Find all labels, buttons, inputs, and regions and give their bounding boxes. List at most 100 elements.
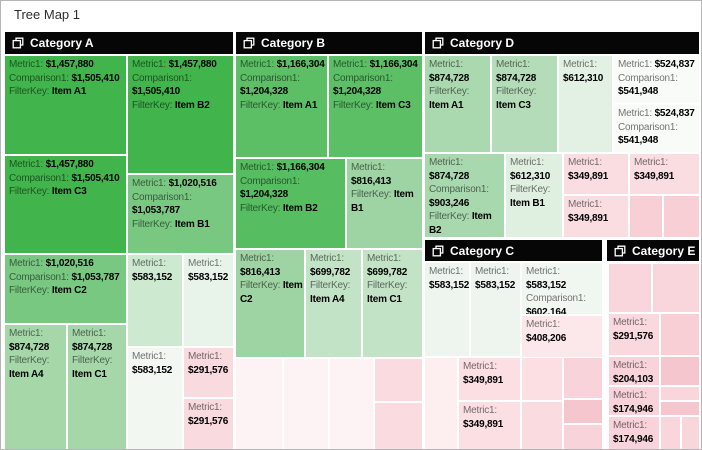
- cell-c-unlabeled[interactable]: [522, 402, 562, 449]
- cell-b-unlabeled[interactable]: [375, 403, 422, 449]
- cell-b-item-a4[interactable]: Metric1: $699,782 FilterKey: Item A4: [306, 250, 361, 357]
- cell-c-unlabeled[interactable]: [564, 425, 602, 449]
- category-header-b[interactable]: Category B: [236, 32, 422, 54]
- cell-d-unlabeled[interactable]: [664, 196, 699, 237]
- cell-d-unlabeled[interactable]: Metric1: $524,837 Comparison1: $541,948: [614, 105, 699, 152]
- field-label: Metric1:: [367, 253, 401, 264]
- category-header-a[interactable]: Category A: [5, 32, 233, 54]
- cell-a-unlabeled[interactable]: Metric1: $291,576: [184, 348, 233, 397]
- cell-c-unlabeled[interactable]: [425, 358, 457, 449]
- field-value: $874,728: [429, 170, 470, 182]
- cell-a-item-c1[interactable]: Metric1: $874,728 FilterKey: Item C1: [68, 325, 126, 449]
- cell-d-item-a1[interactable]: Metric1: $874,728 FilterKey: Item A1: [425, 56, 490, 152]
- cell-e-unlabeled[interactable]: Metric1: $174,946: [609, 387, 659, 415]
- field-label: Metric1:: [240, 59, 274, 70]
- field-label: Comparison1:: [429, 184, 489, 195]
- field-label: FilterKey:: [240, 202, 281, 214]
- cell-c-unlabeled[interactable]: Metric1: $349,891: [459, 358, 520, 400]
- cell-b-item-b1[interactable]: Metric1: $816,413 FilterKey: Item B1: [347, 159, 422, 248]
- cell-a-item-a4[interactable]: Metric1: $874,728 FilterKey: Item A4: [5, 325, 66, 449]
- cell-b-item-c1[interactable]: Metric1: $699,782 FilterKey: Item C1: [363, 250, 422, 357]
- metric1-field: Metric1: $349,891: [463, 360, 519, 387]
- cell-d-item-c3[interactable]: Metric1: $874,728 FilterKey: Item C3: [492, 56, 557, 152]
- filterkey-field: FilterKey: Item B2: [429, 210, 503, 237]
- metric1-field: Metric1: $291,576: [613, 316, 658, 343]
- field-label: Metric1:: [613, 317, 647, 328]
- metric1-field: Metric1: $349,891: [568, 156, 627, 183]
- cell-d-unlabeled[interactable]: Metric1: $349,891: [564, 154, 628, 194]
- cell-b-item-c3[interactable]: Metric1: $1,166,304 Comparison1: $1,204,…: [329, 56, 422, 157]
- cell-e-unlabeled[interactable]: [661, 402, 699, 415]
- field-value: $349,891: [568, 170, 609, 182]
- field-value: $699,782: [310, 266, 351, 278]
- field-label: FilterKey:: [132, 218, 173, 230]
- field-label: Metric1:: [9, 59, 43, 70]
- cell-c-unlabeled[interactable]: [522, 358, 562, 400]
- cell-b-unlabeled[interactable]: [375, 359, 422, 401]
- field-label: Comparison1:: [333, 72, 393, 84]
- cell-b-unlabeled[interactable]: [330, 359, 373, 449]
- field-label: Metric1:: [613, 420, 647, 431]
- cell-e-unlabeled[interactable]: [609, 264, 651, 312]
- category-header-d[interactable]: Category D: [425, 32, 699, 54]
- metric1-field: Metric1: $612,310: [563, 58, 611, 85]
- cell-e-unlabeled[interactable]: [661, 387, 699, 400]
- cell-a-unlabeled[interactable]: Metric1: $583,152: [184, 255, 233, 346]
- cell-d-item-b2[interactable]: Metric1: $874,728 Comparison1: $903,246 …: [425, 154, 504, 237]
- cell-b-item-c2[interactable]: Metric1: $816,413 FilterKey: Item C2: [236, 250, 304, 357]
- cell-c-unlabeled[interactable]: [564, 400, 602, 423]
- field-value: $1,204,328: [240, 86, 289, 97]
- cell-d-item-b1[interactable]: Metric1: $612,310 FilterKey: Item B1: [506, 154, 562, 237]
- cell-a-unlabeled[interactable]: Metric1: $291,576: [184, 399, 233, 449]
- metric1-field: Metric1: $1,020,516: [9, 257, 125, 271]
- cell-b-unlabeled[interactable]: [236, 359, 282, 449]
- cell-d-unlabeled[interactable]: Metric1: $524,837 Comparison1: $541,948: [614, 56, 699, 103]
- field-value: $1,053,787: [71, 271, 120, 283]
- cell-a-unlabeled[interactable]: Metric1: $583,152: [128, 348, 182, 449]
- cell-c-unlabeled[interactable]: Metric1: $349,891: [459, 402, 520, 449]
- metric1-field: Metric1: $583,152: [429, 265, 469, 292]
- cell-b-unlabeled[interactable]: [284, 359, 328, 449]
- field-value: Item C3: [51, 186, 87, 197]
- cell-c-unlabeled[interactable]: Metric1: $583,152 Comparison1: $602,164: [522, 263, 602, 314]
- field-label: Metric1:: [351, 162, 385, 173]
- cell-e-unlabeled[interactable]: [682, 417, 699, 449]
- field-label: Metric1:: [188, 258, 222, 269]
- cell-a-item-a1[interactable]: Metric1: $1,457,880 Comparison1: $1,505,…: [5, 56, 126, 154]
- field-label: FilterKey:: [9, 186, 50, 197]
- cell-d-unlabeled[interactable]: Metric1: $349,891: [630, 154, 699, 194]
- field-label: Metric1:: [132, 59, 166, 70]
- field-value: Item C1: [72, 368, 107, 380]
- field-value: $1,505,410: [132, 86, 181, 97]
- cell-c-unlabeled[interactable]: Metric1: $583,152: [471, 263, 520, 356]
- category-header-e[interactable]: Category E: [607, 240, 699, 261]
- cell-c-unlabeled[interactable]: Metric1: $583,152: [425, 263, 469, 356]
- field-label: Metric1:: [429, 59, 463, 70]
- cell-c-unlabeled[interactable]: Metric1: $408,206: [522, 316, 602, 357]
- cell-c-unlabeled[interactable]: [564, 358, 602, 398]
- cell-d-unlabeled[interactable]: [630, 196, 662, 237]
- cell-a-item-b2[interactable]: Metric1: $1,457,880 Comparison1: $1,505,…: [128, 56, 233, 173]
- cell-a-item-b1[interactable]: Metric1: $1,020,516 Comparison1: $1,053,…: [128, 175, 233, 253]
- overlap-squares-icon: [614, 245, 626, 256]
- cell-a-item-c2[interactable]: Metric1: $1,020,516 Comparison1: $1,053,…: [5, 255, 126, 323]
- cell-e-unlabeled[interactable]: [661, 417, 680, 449]
- category-header-c[interactable]: Category C: [425, 240, 602, 261]
- cell-b-item-b2[interactable]: Metric1: $1,166,304 Comparison1: $1,204,…: [236, 159, 345, 248]
- cell-b-item-a1[interactable]: Metric1: $1,166,304 Comparison1: $1,204,…: [236, 56, 327, 157]
- cell-e-unlabeled[interactable]: Metric1: $204,103: [609, 357, 659, 385]
- cell-d-unlabeled[interactable]: Metric1: $612,310: [559, 56, 612, 152]
- cell-e-unlabeled[interactable]: [661, 314, 699, 355]
- field-value: $1,204,328: [333, 86, 382, 97]
- cell-e-unlabeled[interactable]: [653, 264, 699, 312]
- cell-d-unlabeled[interactable]: Metric1: $349,891: [564, 196, 628, 237]
- cell-e-unlabeled[interactable]: Metric1: $291,576: [609, 314, 659, 355]
- cell-e-unlabeled[interactable]: [661, 357, 699, 385]
- cell-a-item-c3[interactable]: Metric1: $1,457,880 Comparison1: $1,505,…: [5, 156, 126, 253]
- cell-e-unlabeled[interactable]: Metric1: $174,946: [609, 417, 659, 449]
- field-label: Metric1:: [333, 59, 367, 70]
- metric1-field: Metric1: $349,891: [634, 156, 698, 183]
- field-label: FilterKey:: [429, 86, 470, 97]
- cell-a-unlabeled[interactable]: Metric1: $583,152: [128, 255, 182, 346]
- overlap-squares-icon: [12, 37, 24, 49]
